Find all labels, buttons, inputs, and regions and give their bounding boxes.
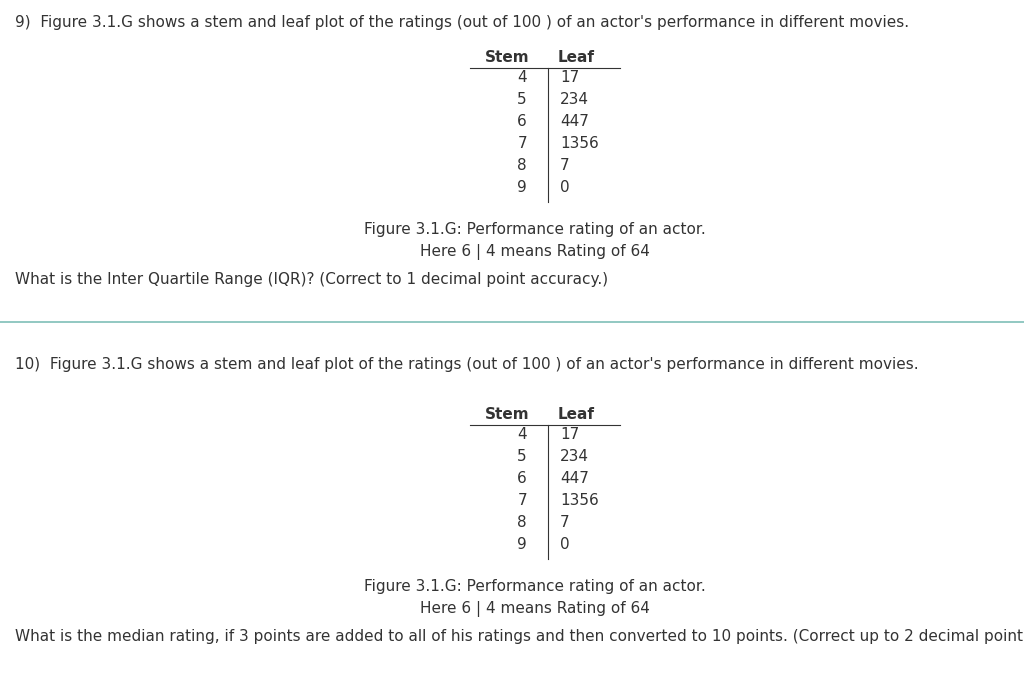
Text: 17: 17 xyxy=(560,427,580,442)
Text: 6: 6 xyxy=(517,114,527,129)
Text: 5: 5 xyxy=(517,92,527,107)
Text: Stem: Stem xyxy=(485,407,530,422)
Text: 1356: 1356 xyxy=(560,493,599,508)
Text: 4: 4 xyxy=(517,427,527,442)
Text: 5: 5 xyxy=(517,449,527,464)
Text: 8: 8 xyxy=(517,158,527,173)
Text: 0: 0 xyxy=(560,537,569,552)
Text: Stem: Stem xyxy=(485,50,530,65)
Text: 1356: 1356 xyxy=(560,136,599,151)
Text: 7: 7 xyxy=(560,515,569,530)
Text: Leaf: Leaf xyxy=(558,50,595,65)
Text: 9: 9 xyxy=(517,537,527,552)
Text: Figure 3.1.G: Performance rating of an actor.: Figure 3.1.G: Performance rating of an a… xyxy=(365,579,706,594)
Text: 10)  Figure 3.1.G shows a stem and leaf plot of the ratings (out of 100 ) of an : 10) Figure 3.1.G shows a stem and leaf p… xyxy=(15,357,919,372)
Text: Figure 3.1.G: Performance rating of an actor.: Figure 3.1.G: Performance rating of an a… xyxy=(365,222,706,237)
Text: 234: 234 xyxy=(560,92,589,107)
Text: Here 6 | 4 means Rating of 64: Here 6 | 4 means Rating of 64 xyxy=(420,244,650,260)
Text: 7: 7 xyxy=(560,158,569,173)
Text: 6: 6 xyxy=(517,471,527,486)
Text: What is the median rating, if 3 points are added to all of his ratings and then : What is the median rating, if 3 points a… xyxy=(15,629,1024,644)
Text: 7: 7 xyxy=(517,493,527,508)
Text: 0: 0 xyxy=(560,180,569,195)
Text: 9: 9 xyxy=(517,180,527,195)
Text: 234: 234 xyxy=(560,449,589,464)
Text: 447: 447 xyxy=(560,471,589,486)
Text: Here 6 | 4 means Rating of 64: Here 6 | 4 means Rating of 64 xyxy=(420,601,650,617)
Text: 9)  Figure 3.1.G shows a stem and leaf plot of the ratings (out of 100 ) of an a: 9) Figure 3.1.G shows a stem and leaf pl… xyxy=(15,15,909,30)
Text: 447: 447 xyxy=(560,114,589,129)
Text: 7: 7 xyxy=(517,136,527,151)
Text: What is the Inter Quartile Range (IQR)? (Correct to 1 decimal point accuracy.): What is the Inter Quartile Range (IQR)? … xyxy=(15,272,608,287)
Text: 8: 8 xyxy=(517,515,527,530)
Text: 4: 4 xyxy=(517,70,527,85)
Text: 17: 17 xyxy=(560,70,580,85)
Text: Leaf: Leaf xyxy=(558,407,595,422)
